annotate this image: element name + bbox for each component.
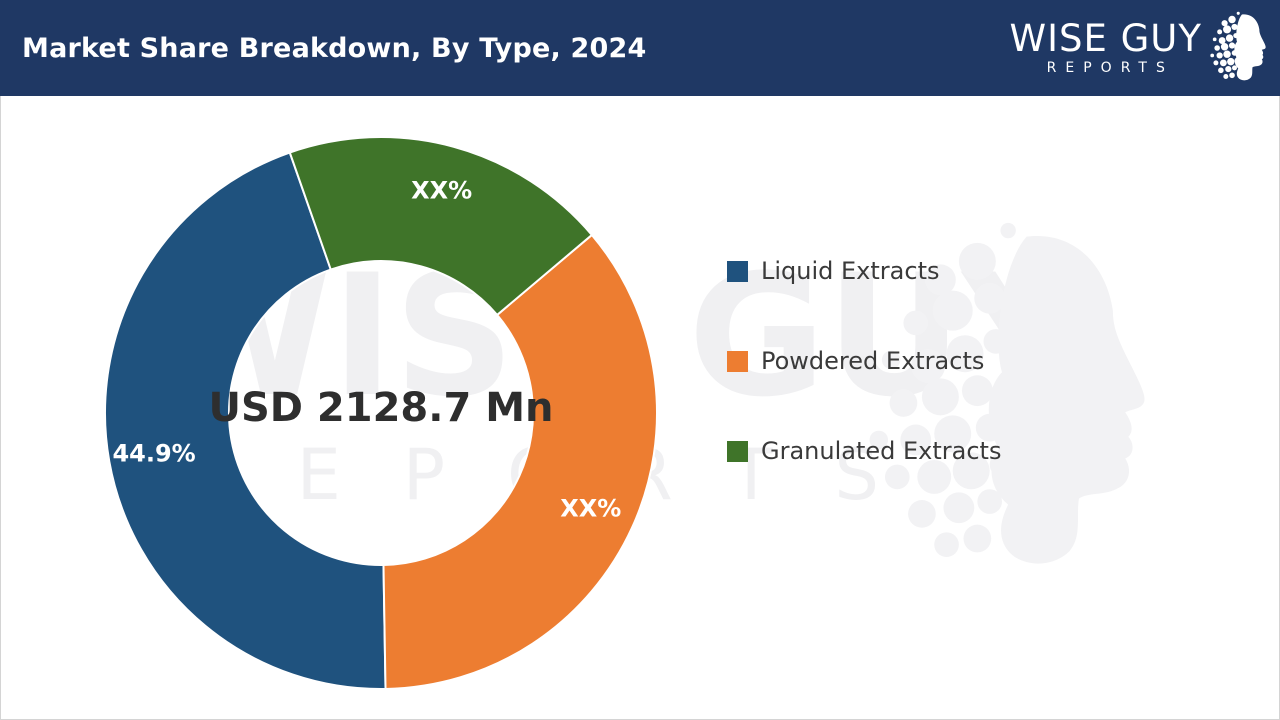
donut-center-value: USD 2128.7 Mn <box>208 385 554 431</box>
watermark-face-icon <box>869 222 1145 564</box>
logo-wiseguy-text: WISE GUY <box>1009 16 1202 60</box>
legend-item-granulated-extracts: Granulated Extracts <box>727 406 1001 496</box>
logo-text: WISE GUY REPORTS <box>1009 16 1202 77</box>
chart-legend: Liquid Extracts Powdered Extracts Granulat… <box>727 226 1001 496</box>
donut-slice-liquid-extracts <box>104 151 387 690</box>
legend-label: Powdered Extracts <box>761 347 985 375</box>
legend-item-powdered-extracts: Powdered Extracts <box>727 316 1001 406</box>
donut-slice-granulated-extracts <box>288 136 593 316</box>
header: Market Share Breakdown, By Type, 2024 WI… <box>0 0 1280 96</box>
legend-swatch <box>727 260 748 282</box>
legend-label: Granulated Extracts <box>761 437 1002 465</box>
logo-reports-text: REPORTS <box>1046 60 1174 77</box>
wiseguy-logo: WISE GUY REPORTS <box>1010 4 1268 92</box>
slice-label: XX% <box>411 177 472 205</box>
legend-swatch <box>727 350 748 372</box>
legend-swatch <box>727 440 748 462</box>
legend-label: Liquid Extracts <box>761 257 940 285</box>
donut-slice-powdered-extracts <box>382 233 658 690</box>
legend-item-liquid-extracts: Liquid Extracts <box>727 226 1001 316</box>
slice-label: 44.9% <box>112 440 195 468</box>
slice-label: XX% <box>560 494 621 522</box>
face-logo-icon <box>1210 11 1266 81</box>
page-title: Market Share Breakdown, By Type, 2024 <box>22 32 647 64</box>
